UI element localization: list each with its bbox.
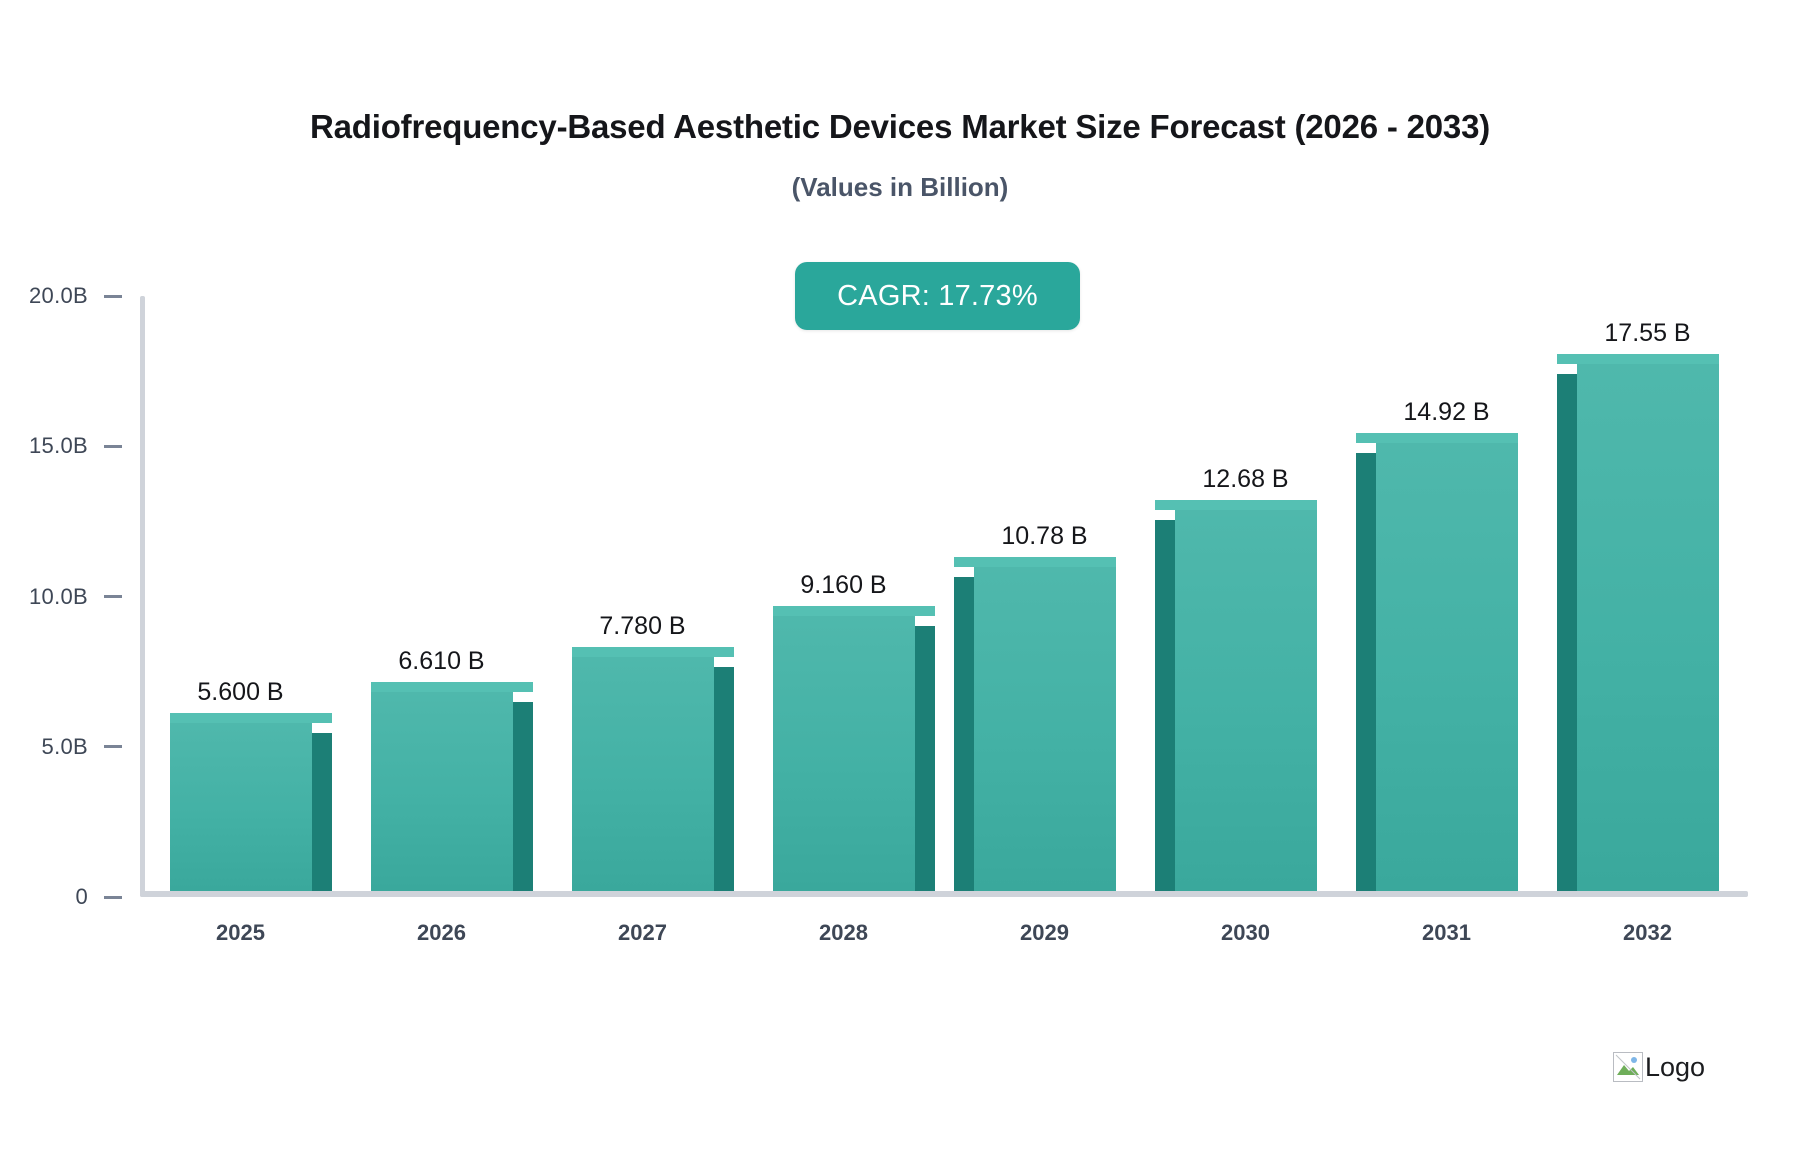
x-axis-ticks: 2025 2026 2027 2028 2029 2030 2031 2032 [140,920,1750,960]
bar-front-face [1375,442,1518,891]
y-tick-label: 5.0B [41,733,88,759]
bar[interactable]: 5.600 B [169,678,332,891]
y-tick-mark [104,444,122,448]
chart-subtitle: (Values in Billion) [791,172,1009,202]
bar-side-face [311,732,332,891]
bar[interactable]: 12.68 B [1154,465,1317,891]
cagr-badge: CAGR: 17.73% [795,262,1080,330]
bar-top-face [953,557,1116,568]
bar-front-face [1576,363,1719,891]
bar-side-face [914,625,935,891]
x-tick-label: 2029 [1020,920,1069,945]
y-tick-mark [104,745,122,749]
bar-front-face [973,567,1116,891]
bar-side-face [713,667,734,891]
y-tick: 15.0B [29,433,140,459]
y-tick-label: 10.0B [29,583,88,609]
bar-value-label: 6.610 B [398,647,485,676]
bar-front-face [169,722,312,891]
bar-top-face [1355,432,1518,443]
y-tick-mark [104,294,122,298]
x-tick-label: 2025 [216,920,265,945]
bar-value-label: 12.68 B [1202,464,1289,493]
bar-side-face [1355,452,1376,891]
bar-side-face [953,577,974,891]
logo: Logo [1613,1052,1705,1082]
logo-alt-text: Logo [1645,1052,1706,1082]
bar[interactable]: 7.780 B [571,612,734,891]
y-tick: 0 [75,884,140,910]
bar-value-label: 10.78 B [1001,522,1088,551]
bar[interactable]: 9.160 B [772,571,935,891]
y-tick: 20.0B [29,283,140,309]
x-tick-label: 2027 [618,920,667,945]
bar-top-face [370,682,533,693]
bar-value-label: 17.55 B [1604,318,1691,347]
x-tick-label: 2028 [819,920,868,945]
bar-value-label: 7.780 B [599,612,686,641]
bar-value-label: 5.600 B [197,677,284,706]
bar-top-face [571,647,734,658]
bar[interactable]: 17.55 B [1556,319,1719,891]
y-tick-label: 0 [75,884,88,909]
bar-top-face [772,605,935,616]
bar-top-face [1556,353,1719,364]
bar-front-face [370,692,513,891]
bar-top-face [1154,499,1317,510]
bar-value-label: 9.160 B [800,570,887,599]
bar[interactable]: 6.610 B [370,647,533,891]
chart-title: Radiofrequency-Based Aesthetic Devices M… [309,108,1491,145]
bar-top-face [169,712,332,723]
y-tick-label: 20.0B [29,283,88,308]
y-axis-line [140,296,145,897]
plot-area: 0 5.0B 10.0B 15.0B 20.0B 5.600 B 6.610 B 7.780… [29,283,1750,909]
x-tick-label: 2026 [417,920,466,945]
bar-series: 5.600 B 6.610 B 7.780 B 9.160 B 10.78 B 12.68… [140,290,1748,897]
bar[interactable]: 10.78 B [953,522,1116,891]
bar-front-face [1174,509,1317,891]
x-axis-line [140,891,1748,897]
x-tick-label: 2031 [1422,920,1471,945]
bar-front-face [571,657,714,891]
broken-image-icon [1613,1052,1643,1082]
y-tick-label: 15.0B [29,433,88,459]
y-tick-mark [104,895,122,899]
bar-front-face [772,615,915,891]
bar-side-face [512,702,533,891]
y-tick: 5.0B [42,734,140,760]
y-tick: 10.0B [29,584,140,610]
bar[interactable]: 14.92 B [1355,398,1518,891]
bar-side-face [1556,373,1577,891]
bar-side-face [1154,519,1175,891]
x-tick-label: 2030 [1221,920,1270,945]
bar-value-label: 14.92 B [1403,397,1490,426]
x-tick-label: 2032 [1623,920,1672,945]
y-tick-mark [104,595,122,598]
